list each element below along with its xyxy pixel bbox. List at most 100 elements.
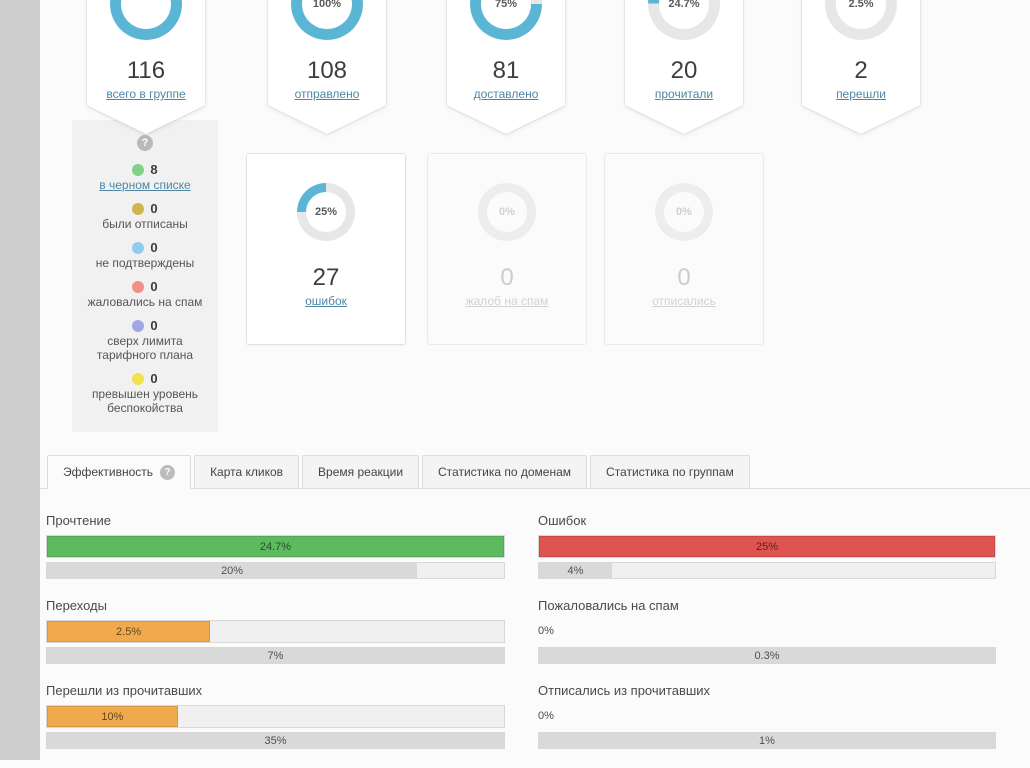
bar-value-label: 2.5% — [116, 625, 142, 638]
legend-value: 0 — [150, 279, 158, 294]
stat-card-unsubscribed: 0% 0 отписались — [604, 153, 764, 345]
tab-label: Карта кликов — [210, 465, 284, 479]
blacklist-link[interactable]: в черном списке — [99, 178, 191, 192]
read-rate-fill: 24.7% — [47, 536, 504, 557]
read-link[interactable]: прочитали — [654, 87, 714, 101]
legend-value: 0 — [150, 371, 158, 386]
bar-value-label: 7% — [267, 649, 284, 662]
legend-dot-purple — [132, 319, 145, 332]
legend-dot-green — [132, 163, 145, 176]
errors-donut-chart: 25% — [297, 183, 355, 241]
error-rate-average-bar: 4% — [538, 562, 996, 579]
tab-click-map[interactable]: Карта кликов — [194, 455, 300, 489]
stat-card-body: 100% 108 отправлено — [268, 0, 386, 134]
legend-item-over-limit: 0 сверх лимита тарифного плана — [72, 318, 218, 362]
bar-value-label: 24.7% — [259, 540, 292, 553]
metric-title: Отписались из прочитавших — [538, 683, 711, 698]
legend-value: 8 — [150, 162, 158, 177]
stats-tab-bar: Эффективность ? Карта кликов Время реакц… — [40, 455, 1030, 489]
stat-card-body: 2.5% 2 перешли — [802, 0, 920, 134]
metric-error-rate: Ошибок 25% 4% — [538, 513, 996, 579]
bar-value-label: 0% — [538, 625, 554, 637]
tab-domain-stats[interactable]: Статистика по доменам — [422, 455, 588, 489]
legend-dot-blue — [132, 241, 145, 254]
unsub-rate-bar: 0% — [538, 705, 996, 728]
stat-card-clicked: 2.5% 2 перешли — [802, 0, 920, 134]
unsubscribed-donut-chart: 0% — [655, 183, 713, 241]
spam-complaints-label: жалоб на спам — [465, 294, 549, 308]
clicked-link[interactable]: перешли — [836, 87, 886, 101]
stat-card-body: 24.7% 20 прочитали — [625, 0, 743, 134]
click-to-open-fill: 10% — [47, 706, 178, 727]
total-in-group-link[interactable]: всего в группе — [106, 87, 186, 101]
window-left-gutter — [0, 0, 40, 760]
delivered-link[interactable]: доставлено — [473, 87, 539, 101]
metric-title: Прочтение — [46, 513, 111, 528]
average-fill: 0.3% — [539, 648, 995, 663]
stat-value: 2 — [854, 57, 868, 84]
help-icon[interactable]: ? — [160, 464, 176, 480]
stat-value: 0 — [500, 264, 514, 291]
tab-label: Статистика по группам — [606, 465, 734, 479]
group-composition-panel: ? 8 в черном списке 0 были отписаны 0 не… — [72, 120, 218, 432]
stat-value: 27 — [312, 264, 340, 291]
metric-click-to-open: Перешли из прочитавших 10% 35% — [46, 683, 505, 749]
unsub-rate-average-bar: 1% — [538, 732, 996, 749]
stat-value: 20 — [670, 57, 698, 84]
stat-card-body: 75% 81 доставлено — [447, 0, 565, 134]
metric-title: Перешли из прочитавших — [46, 683, 203, 698]
average-fill: 1% — [539, 733, 995, 748]
legend-item-spam-complaint: 0 жаловались на спам — [72, 279, 218, 309]
metric-title: Переходы — [46, 598, 107, 613]
tab-reaction-time[interactable]: Время реакции — [302, 455, 420, 489]
bar-value-label: 4% — [567, 564, 584, 577]
metric-unsub-rate: Отписались из прочитавших 0% 1% — [538, 683, 996, 749]
errors-link[interactable]: ошибок — [305, 294, 347, 308]
legend-item-unsubscribed: 0 были отписаны — [72, 201, 218, 231]
stat-card-body: 116 всего в группе — [87, 0, 205, 134]
stat-value: 108 — [306, 57, 348, 84]
legend-label: были отписаны — [102, 217, 188, 231]
stat-card-sent: 100% 108 отправлено — [268, 0, 386, 134]
stat-value: 116 — [126, 57, 166, 84]
stat-card-read: 24.7% 20 прочитали — [625, 0, 743, 134]
spam-rate-bar: 0% — [538, 620, 996, 643]
read-rate-average-bar: 20% — [46, 562, 505, 579]
total-donut-chart — [110, 0, 182, 40]
legend-label: сверх лимита тарифного плана — [96, 334, 194, 362]
tab-group-stats[interactable]: Статистика по группам — [590, 455, 750, 489]
clicked-donut-chart: 2.5% — [825, 0, 897, 40]
legend-label: превышен уровень беспокойства — [91, 387, 199, 415]
average-fill: 4% — [539, 563, 612, 578]
sent-donut-chart: 100% — [291, 0, 363, 40]
stat-card-errors: 25% 27 ошибок — [246, 153, 406, 345]
click-to-open-bar: 10% — [46, 705, 505, 728]
stat-card-spam-complaints: 0% 0 жалоб на спам — [427, 153, 587, 345]
tab-effectiveness[interactable]: Эффективность ? — [47, 455, 192, 489]
average-fill: 7% — [47, 648, 504, 663]
legend-dot-red — [132, 280, 145, 293]
click-to-open-average-bar: 35% — [46, 732, 505, 749]
donut-percent-label: 0% — [676, 206, 692, 218]
stat-card-delivered: 75% 81 доставлено — [447, 0, 565, 134]
legend-item-unconfirmed: 0 не подтверждены — [72, 240, 218, 270]
legend-dot-olive — [132, 202, 145, 215]
help-icon[interactable]: ? — [137, 135, 153, 151]
metric-title: Пожаловались на спам — [538, 598, 679, 613]
click-rate-fill: 2.5% — [47, 621, 211, 642]
metric-title: Ошибок — [538, 513, 587, 528]
donut-percent-label: 100% — [312, 0, 342, 10]
average-fill: 20% — [47, 563, 418, 578]
metrics-left-column: Прочтение 24.7% 20% Переходы 2.5% — [46, 513, 505, 768]
legend-label: не подтверждены — [95, 256, 195, 270]
effectiveness-panel: Прочтение 24.7% 20% Переходы 2.5% — [40, 490, 1030, 760]
error-rate-fill: 25% — [539, 536, 995, 557]
bar-value-label: 1% — [759, 734, 775, 747]
metric-spam-rate: Пожаловались на спам 0% 0.3% — [538, 598, 996, 664]
stat-value: 0 — [677, 264, 691, 291]
sent-link[interactable]: отправлено — [294, 87, 360, 101]
metric-click-rate: Переходы 2.5% 7% — [46, 598, 505, 664]
stat-card-total: 116 всего в группе — [87, 0, 205, 134]
donut-percent-label: 75% — [494, 0, 518, 10]
unsubscribed-label: отписались — [652, 294, 716, 308]
